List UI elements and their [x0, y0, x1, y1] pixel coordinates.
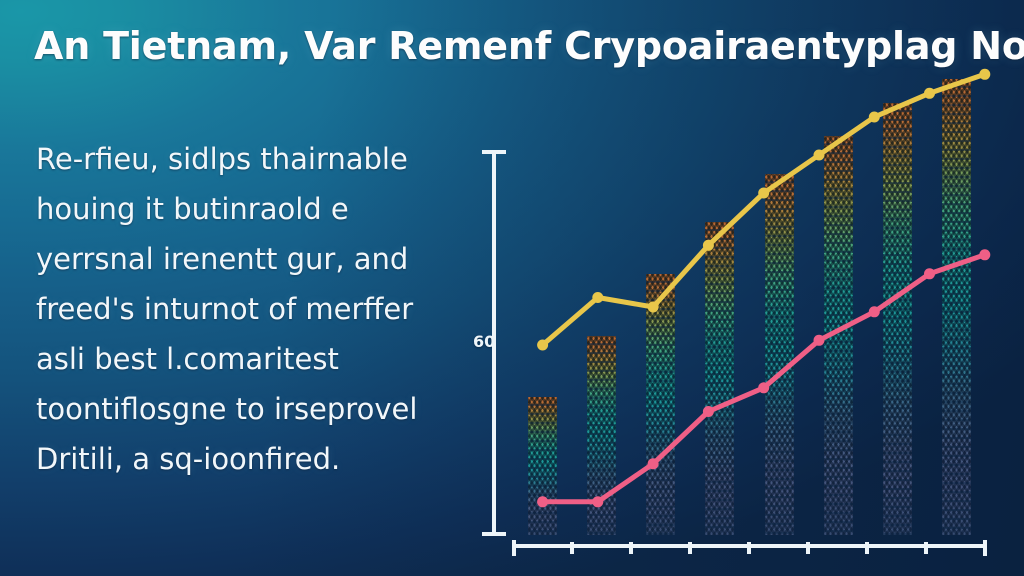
bar — [705, 221, 735, 535]
bar — [646, 273, 676, 535]
body-line: toontiflosgne to irseprovel — [36, 392, 418, 426]
bar — [941, 79, 971, 535]
bar — [587, 335, 617, 535]
bar — [823, 136, 853, 535]
bar — [528, 397, 558, 535]
bar — [882, 102, 912, 535]
body-line: yerrsnal irenentt gur, and — [36, 242, 409, 276]
body-line: freed's inturnot of merffer — [36, 292, 414, 326]
y-axis-tick-label-60: 60 — [473, 332, 496, 351]
body-line: houing it butinraold e — [36, 192, 349, 226]
page-title: An Tietnam, Var Remenf Crypoairaentyplag… — [34, 24, 1024, 68]
bar — [764, 174, 794, 535]
body-line: Dritili, a sq-ioonfired. — [36, 442, 341, 476]
body-line: asli best l.comaritest — [36, 342, 339, 376]
body-paragraph: Re-rfieu, sidlps thairnable houing it bu… — [36, 134, 448, 484]
body-line: Re-rfieu, sidlps thairnable — [36, 142, 408, 176]
